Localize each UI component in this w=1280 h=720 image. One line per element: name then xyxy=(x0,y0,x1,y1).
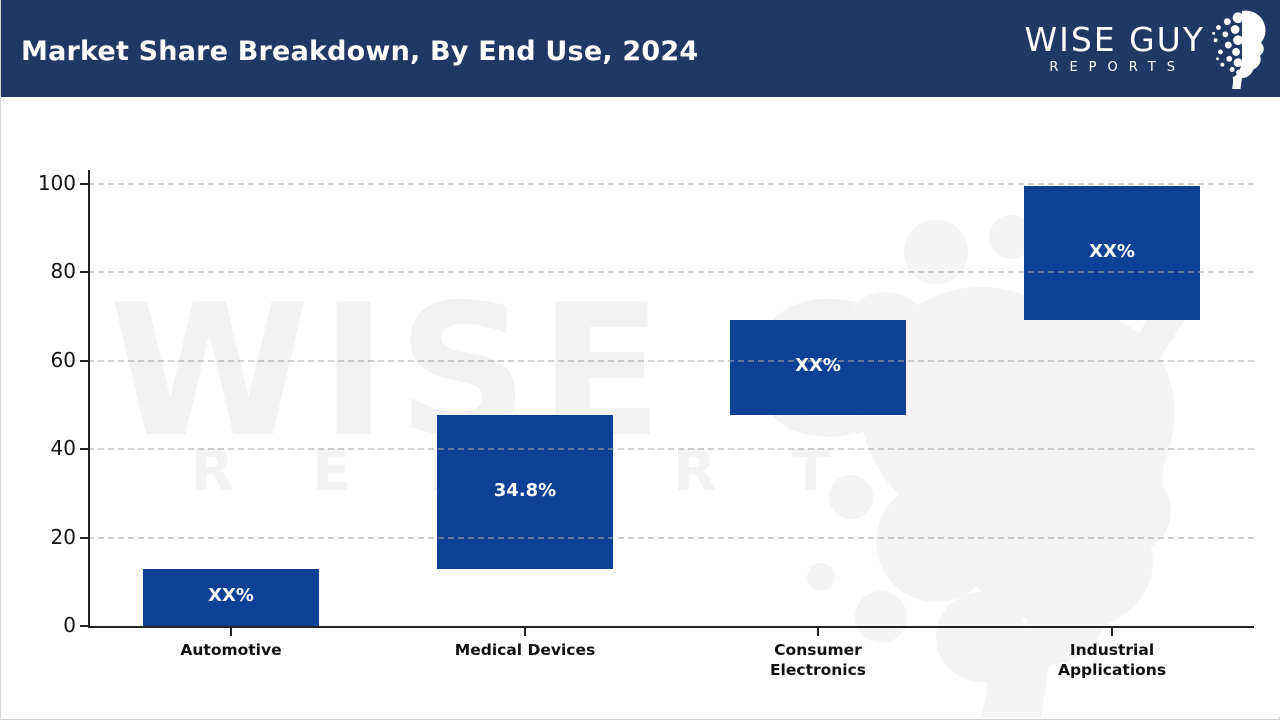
bar-medical-devices xyxy=(437,414,613,569)
y-axis-tick-20 xyxy=(80,536,88,539)
y-axis-tick-0 xyxy=(80,625,88,627)
gridline-20 xyxy=(88,536,1254,539)
wiseguy-logo-subtitle: REPORTS xyxy=(1049,60,1187,75)
bar-value-label-consumer-electronics: XX% xyxy=(795,355,841,377)
y-axis-line xyxy=(88,170,90,628)
y-axis-tick-label: 80 xyxy=(50,259,76,284)
gridline-60 xyxy=(88,359,1254,362)
x-axis-tick-3 xyxy=(817,628,819,636)
plot-area: WISE GUY REPORTS 020406080100XX%34.8%XX%… xyxy=(1,97,1280,717)
bar-value-label-industrial-applications: XX% xyxy=(1089,241,1135,263)
y-axis-tick-label: 100 xyxy=(37,171,76,195)
y-axis-tick-label: 0 xyxy=(63,613,76,637)
bar-consumer-electronics xyxy=(730,320,906,415)
x-category-label: Medical Devices xyxy=(454,641,596,659)
gridline-40 xyxy=(88,448,1254,451)
y-axis-tick-label: 60 xyxy=(50,347,76,372)
y-axis-tick-40 xyxy=(80,448,88,451)
wiseguy-head-icon xyxy=(1212,10,1266,90)
x-category-label: Industrial Applications xyxy=(1057,641,1167,679)
bar-automotive xyxy=(143,568,319,626)
y-axis-tick-label: 40 xyxy=(50,436,76,461)
wiseguy-logo: WISE GUY REPORTS xyxy=(1024,8,1271,90)
y-axis-tick-60 xyxy=(80,359,88,362)
bar-value-label-medical-devices: 34.8% xyxy=(493,479,557,501)
chart-title: Market Share Breakdown, By End Use, 2024 xyxy=(21,36,699,67)
bar-industrial-applications xyxy=(1024,186,1200,321)
y-axis-tick-100 xyxy=(80,183,88,185)
chart-header: Market Share Breakdown, By End Use, 2024… xyxy=(1,0,1280,97)
wiseguy-logo-text: WISE GUY REPORTS xyxy=(1024,20,1205,76)
bar-value-label-automotive: XX% xyxy=(208,585,254,607)
gridline-80 xyxy=(88,271,1254,274)
x-category-label: Automotive xyxy=(180,641,282,659)
x-axis-tick-1 xyxy=(230,628,232,636)
x-axis-tick-4 xyxy=(1111,628,1113,636)
gridline-100 xyxy=(88,183,1254,185)
x-axis-tick-2 xyxy=(524,628,526,636)
wiseguy-logo-wordmark: WISE GUY xyxy=(1024,20,1205,59)
y-axis-tick-80 xyxy=(80,271,88,274)
x-category-label: Consumer Electronics xyxy=(769,641,867,679)
x-axis-line xyxy=(88,626,1254,628)
y-axis-tick-label: 20 xyxy=(50,524,76,549)
